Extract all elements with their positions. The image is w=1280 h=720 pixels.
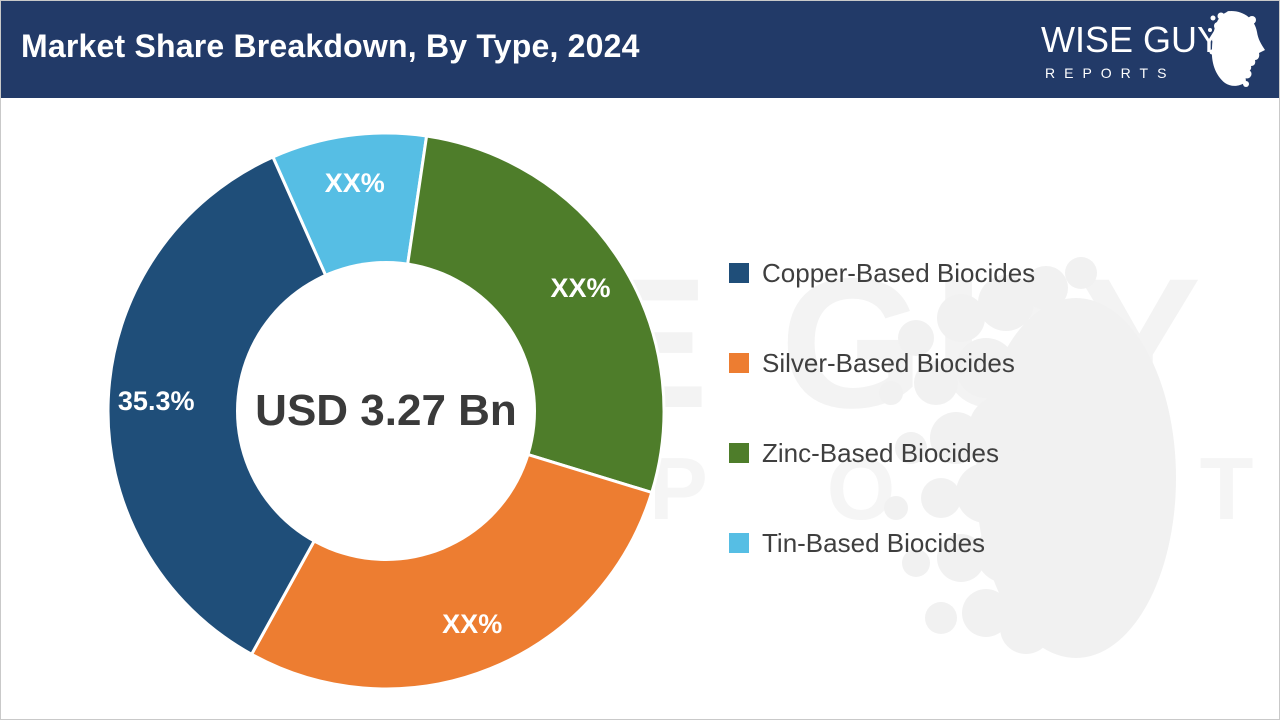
- watermark-head-icon: [879, 257, 1176, 658]
- legend-item-silver-based-biocides: Silver-Based Biocides: [729, 343, 1035, 383]
- legend-swatch-icon: [729, 443, 749, 463]
- legend-swatch-icon: [729, 533, 749, 553]
- legend-item-zinc-based-biocides: Zinc-Based Biocides: [729, 433, 1035, 473]
- legend-label: Tin-Based Biocides: [762, 527, 986, 558]
- donut-center-value: USD 3.27 Bn: [255, 386, 517, 435]
- background-watermark: WISE GUY R E P O R T S: [1, 98, 1279, 719]
- slice-value-label: XX%: [325, 168, 385, 198]
- logo-wordmark-text: WISE GUY: [1041, 19, 1221, 60]
- legend-swatch-icon: [729, 353, 749, 373]
- header-bar: Market Share Breakdown, By Type, 2024 WI…: [1, 1, 1279, 98]
- legend-label: Zinc-Based Biocides: [762, 437, 999, 468]
- legend-label: Copper-Based Biocides: [762, 257, 1036, 288]
- legend-label: Silver-Based Biocides: [762, 347, 1015, 378]
- donut-chart: XX% XX% XX% 35.3% USD 3.27 Bn: [86, 111, 686, 711]
- chart-title: Market Share Breakdown, By Type, 2024: [21, 28, 640, 64]
- chart-legend: Copper-Based Biocides Silver-Based Biocid…: [729, 253, 1035, 613]
- logo-head-icon: [1208, 10, 1265, 87]
- slice-value-label: XX%: [550, 273, 610, 303]
- slice-value-label: XX%: [442, 609, 502, 639]
- logo-reports-text: REPORTS: [1045, 65, 1175, 81]
- legend-swatch-icon: [729, 263, 749, 283]
- legend-item-tin-based-biocides: Tin-Based Biocides: [729, 523, 1035, 563]
- slice-value-label: 35.3%: [118, 386, 195, 416]
- wiseguy-reports-logo: WISE GUY REPORTS: [1041, 10, 1265, 87]
- donut-hole: [236, 261, 536, 561]
- legend-item-copper-based-biocides: Copper-Based Biocides: [729, 253, 1035, 293]
